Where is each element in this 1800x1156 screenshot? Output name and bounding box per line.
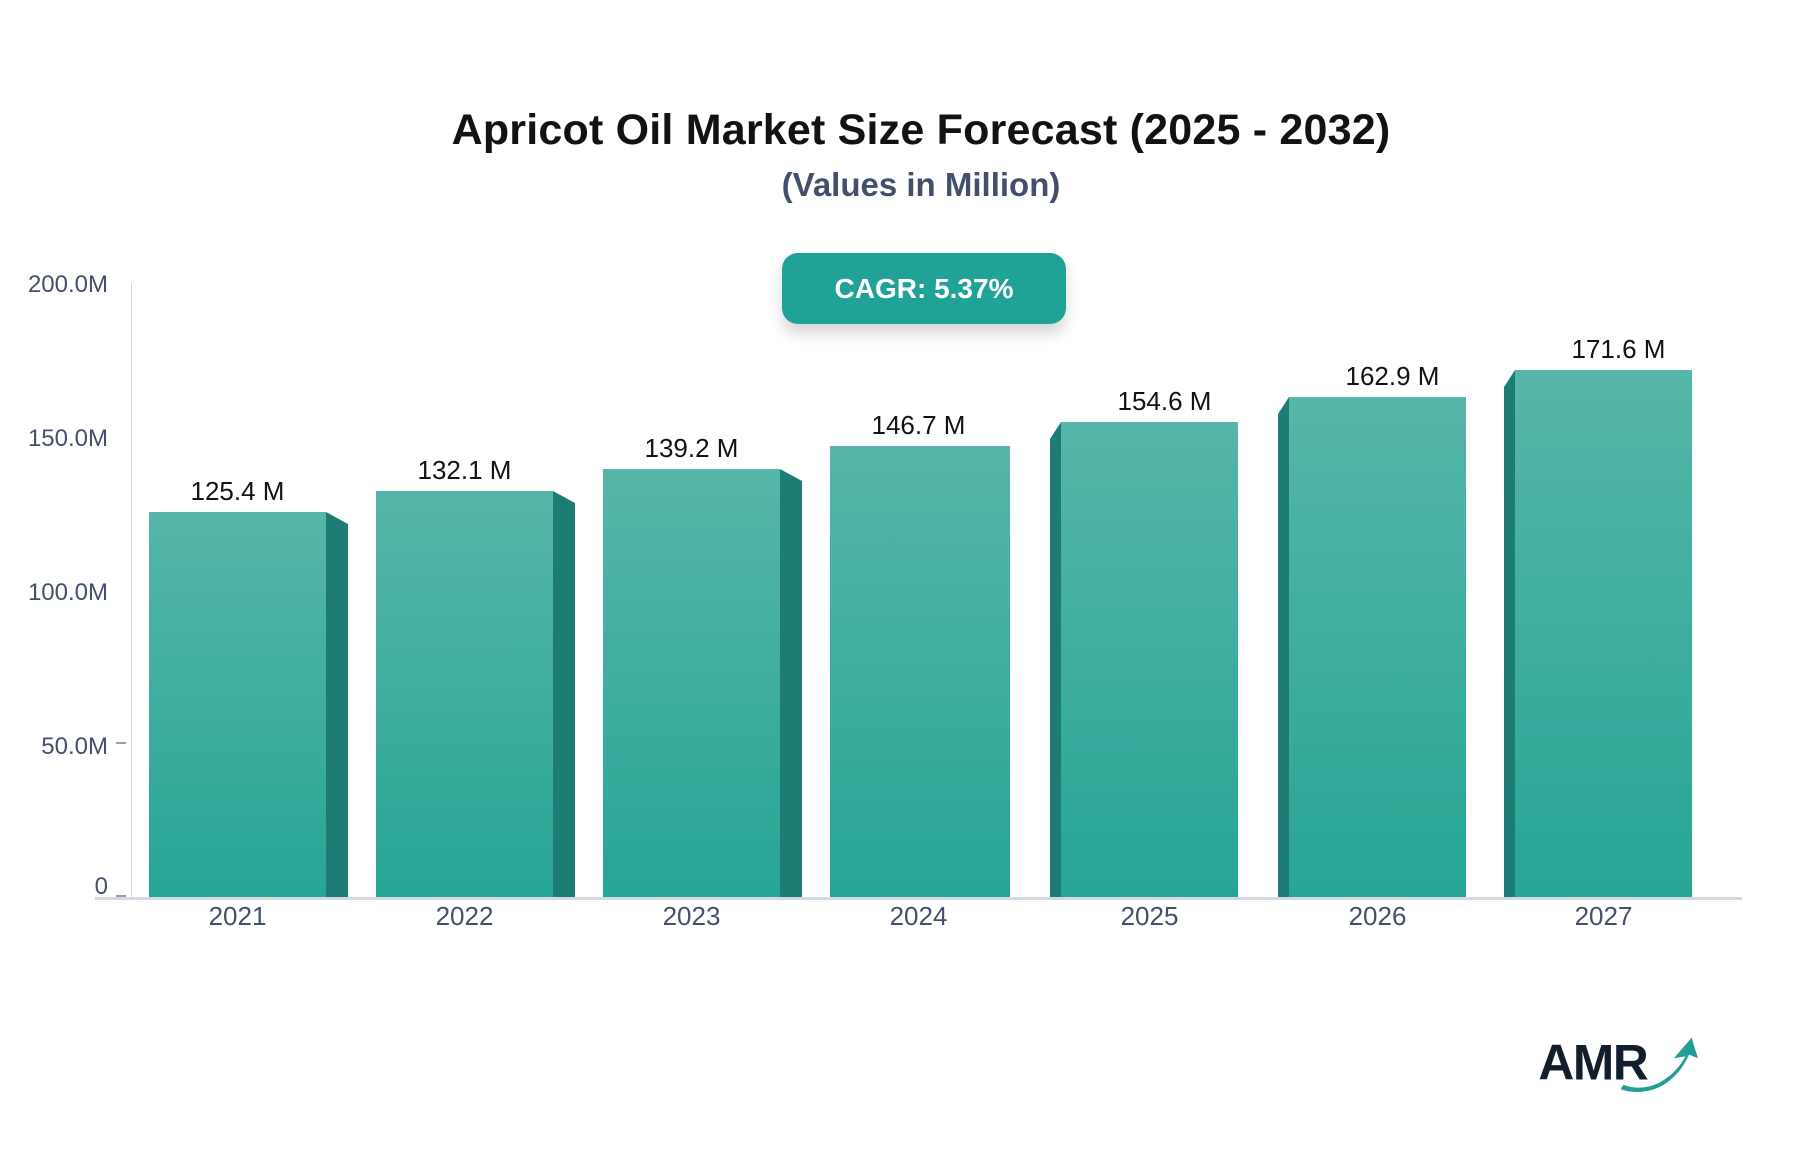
svg-text:AMR: AMR (1538, 1034, 1647, 1090)
